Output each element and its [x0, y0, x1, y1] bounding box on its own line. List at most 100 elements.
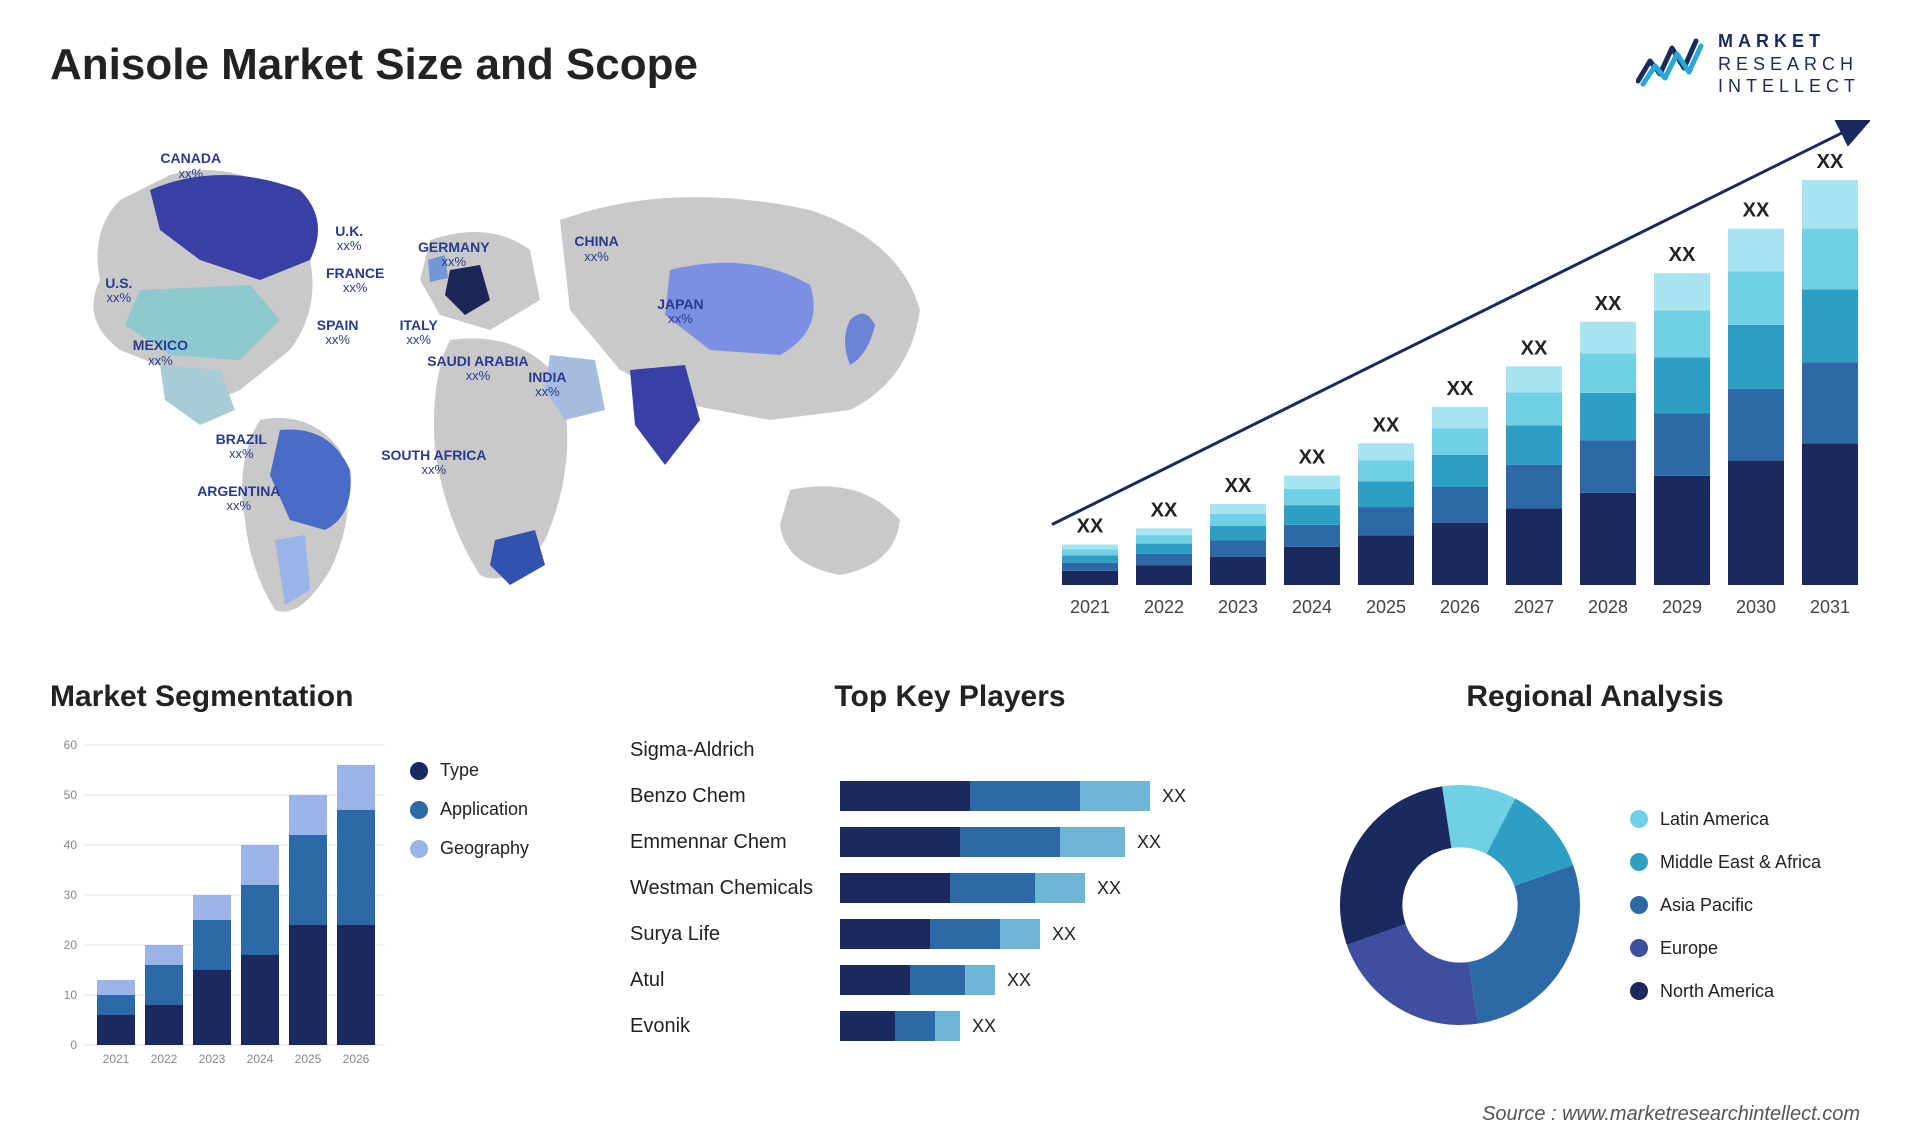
- seg-bar-segment: [97, 995, 135, 1015]
- player-bar-segment: [1080, 781, 1150, 811]
- regional-legend-item: Asia Pacific: [1630, 895, 1870, 916]
- seg-ytick: 30: [64, 888, 78, 902]
- growth-bar-segment: [1062, 563, 1118, 571]
- regional-legend-item: Middle East & Africa: [1630, 852, 1870, 873]
- player-bar-segment: [895, 1011, 935, 1041]
- player-bar-segment: [840, 965, 910, 995]
- growth-bar-segment: [1284, 476, 1340, 489]
- player-row: AtulXX: [630, 960, 1270, 1000]
- seg-legend-item: Type: [410, 760, 580, 781]
- growth-year-label: 2024: [1292, 597, 1332, 617]
- player-bar-segment: [840, 781, 970, 811]
- players-panel: Top Key Players Sigma-Aldrich Benzo Chem X…: [630, 680, 1270, 1080]
- growth-bar-segment: [1802, 362, 1858, 443]
- seg-bar-segment: [145, 945, 183, 965]
- growth-bar-segment: [1654, 311, 1710, 358]
- regional-donut-svg: [1320, 765, 1600, 1045]
- regional-legend-item: Europe: [1630, 938, 1870, 959]
- growth-bar-value: XX: [1299, 447, 1326, 469]
- growth-bar-segment: [1580, 322, 1636, 354]
- growth-bar-segment: [1432, 523, 1488, 585]
- seg-year-label: 2024: [247, 1052, 274, 1066]
- seg-year-label: 2023: [199, 1052, 226, 1066]
- growth-bar-segment: [1506, 366, 1562, 392]
- seg-legend-item: Application: [410, 799, 580, 820]
- growth-bar-value: XX: [1151, 499, 1178, 521]
- player-bar: [840, 827, 1125, 857]
- growth-bar-segment: [1358, 535, 1414, 585]
- player-name: Benzo Chem: [630, 785, 840, 808]
- growth-bar-segment: [1062, 555, 1118, 562]
- map-region-australia: [780, 486, 900, 575]
- growth-bar-segment: [1210, 514, 1266, 526]
- player-row: Sigma-Aldrich: [630, 730, 1270, 770]
- legend-label: Middle East & Africa: [1660, 852, 1821, 873]
- seg-ytick: 20: [64, 938, 78, 952]
- players-title: Top Key Players: [630, 680, 1270, 714]
- growth-bar-segment: [1284, 547, 1340, 585]
- seg-ytick: 0: [70, 1038, 77, 1052]
- player-bar-segment: [910, 965, 965, 995]
- player-value: XX: [1052, 924, 1076, 945]
- player-bar-segment: [840, 919, 930, 949]
- legend-label: North America: [1660, 981, 1774, 1002]
- growth-bar-value: XX: [1595, 293, 1622, 315]
- player-row: EvonikXX: [630, 1006, 1270, 1046]
- growth-bar-segment: [1210, 526, 1266, 541]
- growth-year-label: 2029: [1662, 597, 1702, 617]
- player-value: XX: [1097, 878, 1121, 899]
- growth-bar-segment: [1136, 544, 1192, 554]
- regional-legend-item: North America: [1630, 981, 1870, 1002]
- growth-year-label: 2023: [1218, 597, 1258, 617]
- legend-label: Type: [440, 760, 479, 781]
- growth-bar-segment: [1136, 535, 1192, 544]
- growth-bar-value: XX: [1817, 151, 1844, 173]
- growth-bar-segment: [1654, 413, 1710, 475]
- growth-year-label: 2026: [1440, 597, 1480, 617]
- legend-label: Europe: [1660, 938, 1718, 959]
- growth-bar-segment: [1432, 455, 1488, 487]
- seg-ytick: 40: [64, 838, 78, 852]
- player-row: Emmennar ChemXX: [630, 822, 1270, 862]
- growth-bar-segment: [1358, 482, 1414, 508]
- seg-ytick: 50: [64, 788, 78, 802]
- growth-bar-value: XX: [1521, 337, 1548, 359]
- player-bar: [840, 873, 1085, 903]
- player-name: Emmennar Chem: [630, 831, 840, 854]
- segmentation-panel: Market Segmentation 01020304050602021202…: [50, 680, 580, 1080]
- regional-legend: Latin America Middle East & Africa Asia Pa…: [1630, 809, 1870, 1002]
- growth-bar-segment: [1580, 393, 1636, 440]
- growth-bar-segment: [1802, 229, 1858, 290]
- growth-bar-segment: [1358, 460, 1414, 481]
- logo-text: MARKET RESEARCH INTELLECT: [1718, 30, 1860, 98]
- legend-swatch: [1630, 982, 1648, 1000]
- growth-bar-segment: [1654, 357, 1710, 413]
- growth-bar-value: XX: [1447, 378, 1474, 400]
- player-bar-segment: [840, 1011, 895, 1041]
- legend-label: Latin America: [1660, 809, 1769, 830]
- page-title: Anisole Market Size and Scope: [50, 40, 1870, 90]
- seg-bar-segment: [145, 965, 183, 1005]
- growth-bar-segment: [1432, 407, 1488, 428]
- growth-bar-segment: [1432, 428, 1488, 455]
- legend-swatch: [1630, 853, 1648, 871]
- segmentation-chart-svg: 0102030405060202120222023202420252026: [50, 730, 390, 1080]
- logo-wave-icon: [1636, 36, 1706, 91]
- growth-bar-chart: XX2021XX2022XX2023XX2024XX2025XX2026XX20…: [1030, 120, 1870, 640]
- player-name: Sigma-Aldrich: [630, 739, 840, 762]
- legend-label: Geography: [440, 838, 529, 859]
- player-row: Surya LifeXX: [630, 914, 1270, 954]
- donut-slice: [1340, 786, 1451, 945]
- growth-bar-segment: [1136, 554, 1192, 565]
- seg-bar-segment: [241, 845, 279, 885]
- growth-bar-segment: [1728, 271, 1784, 324]
- legend-swatch: [410, 762, 428, 780]
- growth-year-label: 2027: [1514, 597, 1554, 617]
- growth-bar-segment: [1728, 229, 1784, 272]
- seg-year-label: 2025: [295, 1052, 322, 1066]
- growth-bar-segment: [1432, 487, 1488, 523]
- growth-bar-segment: [1062, 549, 1118, 555]
- seg-year-label: 2022: [151, 1052, 178, 1066]
- player-bar: [840, 1011, 960, 1041]
- growth-bar-segment: [1580, 493, 1636, 585]
